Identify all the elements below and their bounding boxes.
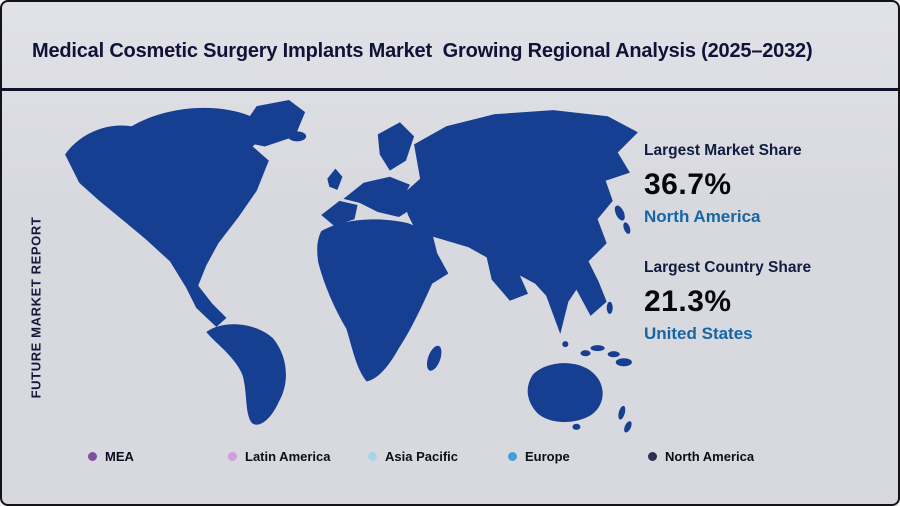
islands-japan <box>614 205 631 234</box>
page-title: Medical Cosmetic Surgery Implants Market… <box>32 40 813 62</box>
stat-value: 36.7% <box>644 168 732 201</box>
continent-africa <box>317 219 449 382</box>
continent-europe <box>343 176 416 218</box>
brand-label: FUTURE MARKET REPORT <box>28 216 44 398</box>
legend-dot-europe <box>508 452 517 461</box>
island-united-kingdom <box>327 168 343 190</box>
islands-southeast-asia <box>562 301 632 367</box>
region-scandinavia <box>377 122 415 171</box>
legend-dot-mea <box>88 452 97 461</box>
legend-dot-asia-pacific <box>368 452 377 461</box>
stat-region: United States <box>644 324 753 343</box>
island-tasmania <box>572 423 581 430</box>
islands-new-zealand <box>618 405 632 433</box>
island-iceland <box>287 131 307 142</box>
stat-label: Largest Market Share <box>644 142 802 159</box>
continent-north-america <box>65 107 269 327</box>
legend-item-asia-pacific: Asia Pacific <box>368 449 508 464</box>
continent-asia <box>401 110 638 335</box>
legend-label: Latin America <box>245 449 331 464</box>
stat-label: Largest Country Share <box>644 259 812 276</box>
legend-item-mea: MEA <box>88 449 228 464</box>
legend-dot-north-america <box>648 452 657 461</box>
continent-south-america <box>206 324 286 425</box>
legend-item-latin-america: Latin America <box>228 449 368 464</box>
stat-region: North America <box>644 207 761 226</box>
legend-label: Europe <box>525 449 570 464</box>
legend-item-europe: Europe <box>508 449 648 464</box>
legend-dot-latin-america <box>228 452 237 461</box>
legend-label: MEA <box>105 449 134 464</box>
legend-label: North America <box>665 449 755 464</box>
world-map <box>65 100 638 433</box>
legend: MEA Latin America Asia Pacific Europe No… <box>88 449 808 464</box>
continent-australia <box>527 363 603 423</box>
title-divider <box>2 88 898 91</box>
stat-country-share: Largest Country Share 21.3% United State… <box>644 259 890 344</box>
island-madagascar <box>426 345 442 371</box>
stat-value: 21.3% <box>644 285 732 318</box>
stats-panel: Largest Market Share 36.7% North America… <box>644 142 890 344</box>
legend-label: Asia Pacific <box>385 449 458 464</box>
stat-market-share: Largest Market Share 36.7% North America <box>644 142 890 227</box>
brand-vertical-text: FUTURE MARKET REPORT <box>16 152 56 462</box>
region-iberia <box>321 200 358 227</box>
legend-item-north-america: North America <box>648 449 788 464</box>
